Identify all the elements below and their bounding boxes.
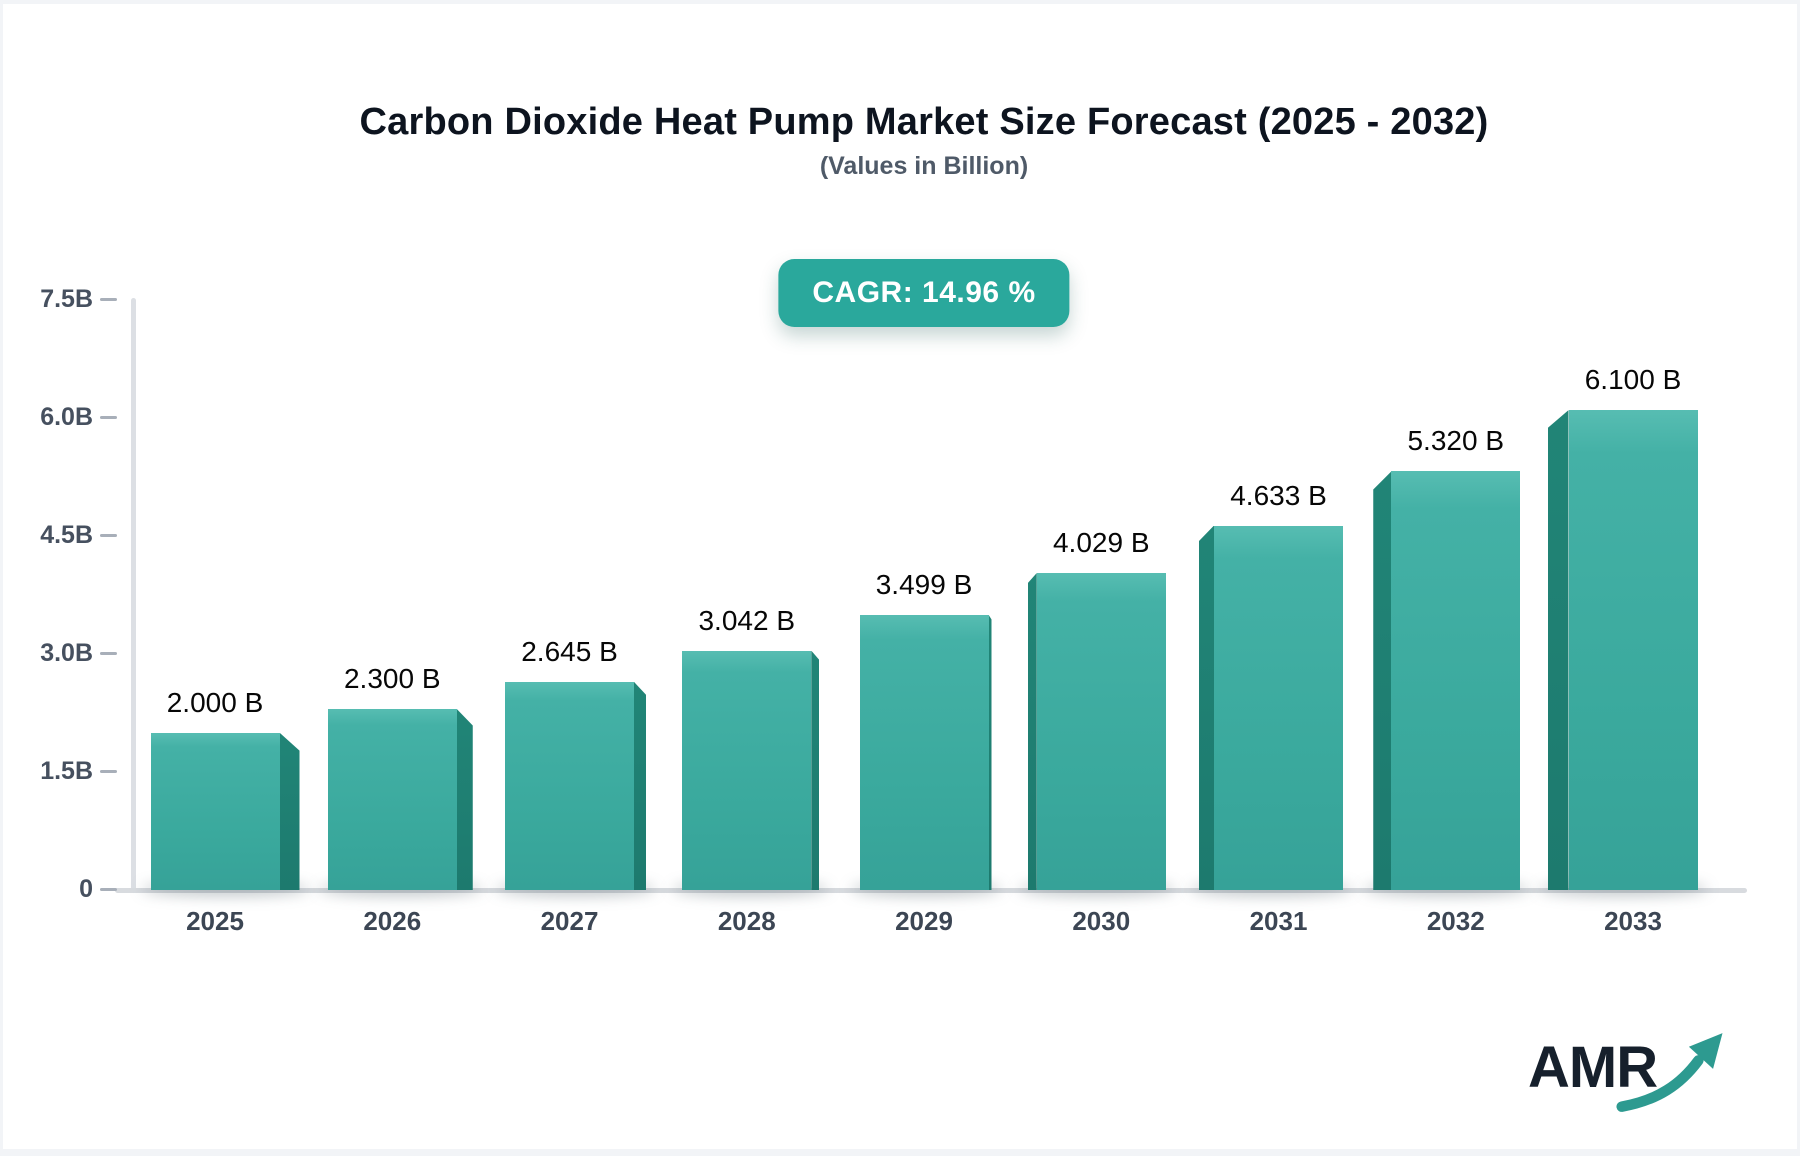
- x-axis-label-2027: 2027: [540, 906, 599, 936]
- x-axis-label-2025: 2025: [186, 906, 244, 936]
- bar-front-face: [505, 681, 634, 890]
- bar-2030[interactable]: 4.029 B: [1017, 527, 1176, 896]
- bar-front-face: [1214, 525, 1343, 890]
- bar-front-face: [150, 732, 280, 890]
- bar-chart-plot-area: 7.5B 6.0B 4.5B 3.0B 1.5B 0 2.000 B 2025 2.300 B 2…: [3, 4, 1797, 1149]
- y-axis-tick-mark: [100, 651, 117, 655]
- bar-front-face: [682, 650, 812, 890]
- bar-side-face: [988, 614, 992, 890]
- y-axis-tick-mark: [100, 297, 117, 301]
- y-axis-line: [131, 298, 136, 890]
- bar-value-label: 2.300 B: [343, 663, 441, 695]
- y-axis-tick-label: 4.5B: [40, 520, 93, 549]
- x-axis-line: [115, 888, 1747, 893]
- chart-subtitle: (Values in Billion): [819, 152, 1029, 180]
- bar-2033[interactable]: 6.100 B: [1537, 364, 1708, 896]
- chart-card: Carbon Dioxide Heat Pump Market Size For…: [3, 4, 1797, 1149]
- cagr-badge: CAGR: 14.96 %: [778, 259, 1070, 327]
- y-axis-tick-mark: [100, 888, 117, 891]
- bar-side-face: [1547, 410, 1569, 890]
- logo-arrow-icon: [1616, 1033, 1723, 1112]
- bar-value-label: 4.029 B: [1052, 527, 1150, 559]
- bar-side-face: [1373, 471, 1392, 890]
- bar-value-label: 4.633 B: [1230, 479, 1327, 511]
- amr-logo-text: AMR: [1528, 1035, 1658, 1100]
- bar-value-label: 2.645 B: [521, 635, 618, 667]
- y-axis-tick-label: 1.5B: [40, 756, 93, 785]
- bar-value-label: 6.100 B: [1584, 364, 1682, 396]
- bar-2028[interactable]: 3.042 B: [672, 605, 830, 896]
- x-axis-label-2028: 2028: [717, 906, 776, 936]
- bar-front-face: [1036, 573, 1166, 890]
- y-axis-tick-mark: [100, 769, 117, 773]
- bar-side-face: [634, 681, 646, 890]
- bar-front-face: [1391, 471, 1521, 890]
- y-axis-tick-mark: [100, 533, 117, 537]
- x-axis-label-2026: 2026: [363, 906, 422, 936]
- bar-front-face: [327, 709, 457, 890]
- bar-value-label: 3.499 B: [875, 568, 973, 600]
- bar-value-label: 2.000 B: [166, 686, 264, 718]
- bar-front-face: [859, 614, 989, 890]
- bar-value-label: 3.042 B: [698, 604, 796, 636]
- amr-logo: AMR: [1528, 1033, 1723, 1114]
- bar-2027[interactable]: 2.645 B: [495, 636, 656, 896]
- bar-side-face: [811, 650, 820, 890]
- y-axis-tick-label: 7.5B: [40, 284, 93, 313]
- y-axis-tick-label: 0: [79, 875, 93, 903]
- y-axis-tick-label: 6.0B: [40, 402, 93, 431]
- bar-side-face: [456, 709, 473, 890]
- x-axis-label-2033: 2033: [1604, 906, 1662, 936]
- y-axis-tick-label: 3.0B: [40, 638, 93, 667]
- bar-value-label: 5.320 B: [1407, 425, 1505, 457]
- bar-2032[interactable]: 5.320 B: [1363, 425, 1531, 896]
- bar-side-face: [279, 732, 300, 890]
- y-axis-tick-mark: [100, 415, 117, 419]
- bar-side-face: [1027, 573, 1037, 890]
- bar-2029[interactable]: 3.499 B: [849, 569, 1002, 896]
- x-axis-label-2031: 2031: [1249, 906, 1308, 936]
- x-axis-label-2029: 2029: [895, 906, 953, 936]
- bar-2026[interactable]: 2.300 B: [317, 663, 483, 896]
- x-axis-label-2032: 2032: [1426, 906, 1485, 936]
- bar-2031[interactable]: 4.633 B: [1189, 480, 1353, 896]
- chart-title: Carbon Dioxide Heat Pump Market Size For…: [359, 101, 1489, 143]
- bar-front-face: [1568, 410, 1698, 890]
- x-axis-label-2030: 2030: [1072, 906, 1131, 936]
- bar-2025[interactable]: 2.000 B: [140, 687, 310, 896]
- bar-side-face: [1199, 525, 1214, 890]
